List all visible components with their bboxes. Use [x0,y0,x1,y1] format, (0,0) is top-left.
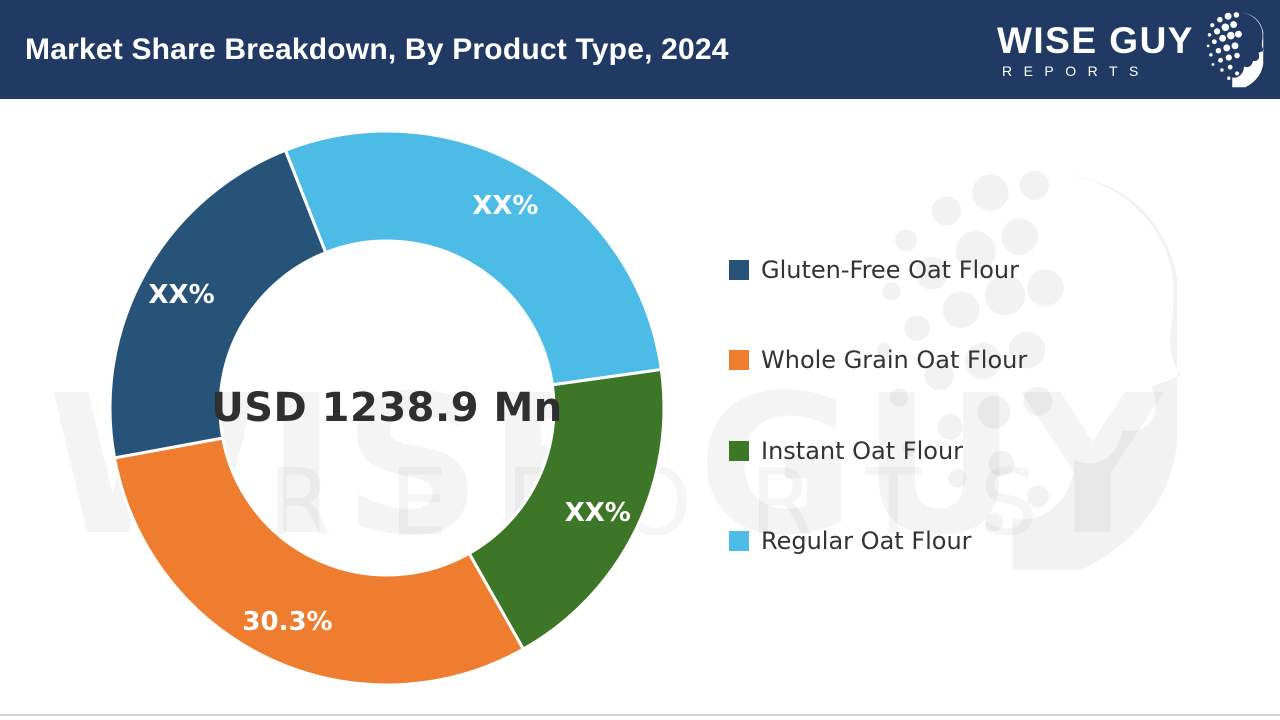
legend-label: Regular Oat Flour [761,527,972,555]
brand-logo-text: WISE GUY REPORTS [997,22,1194,78]
legend-item: Regular Oat Flour [729,525,972,557]
page-title: Market Share Breakdown, By Product Type,… [25,32,729,66]
slice-percentage-label: XX% [149,280,215,310]
legend-item: Whole Grain Oat Flour [729,344,1027,376]
bottom-divider [0,714,1280,716]
legend-label: Whole Grain Oat Flour [761,346,1028,374]
donut-slice [283,129,663,387]
brand-name: WISE GUY [996,19,1194,61]
donut-slice [113,436,525,687]
legend-swatch-whole-grain [729,350,749,370]
legend-label: Instant Oat Flour [761,437,964,465]
slice-percentage-label: XX% [472,191,538,221]
legend-item: Instant Oat Flour [729,435,963,467]
slice-percentage-label: 30.3% [242,607,332,637]
legend-swatch-instant [729,441,749,461]
header-bar: Market Share Breakdown, By Product Type,… [0,0,1280,99]
donut-chart-svg: XX% 30.3% XX% XX% [108,129,666,687]
donut-chart: XX% 30.3% XX% XX% [107,128,667,688]
brand-logo: WISE GUY REPORTS [997,0,1266,99]
legend-swatch-regular [729,531,749,551]
brand-subname: REPORTS [1001,62,1150,79]
slice-percentage-label: XX% [565,498,631,528]
face-profile-dots-icon [1206,11,1264,87]
legend-item: Gluten-Free Oat Flour [729,254,1019,286]
donut-slice [467,367,666,651]
legend-swatch-gluten-free [729,260,749,280]
donut-slice [108,148,328,460]
legend-label: Gluten-Free Oat Flour [761,256,1019,284]
